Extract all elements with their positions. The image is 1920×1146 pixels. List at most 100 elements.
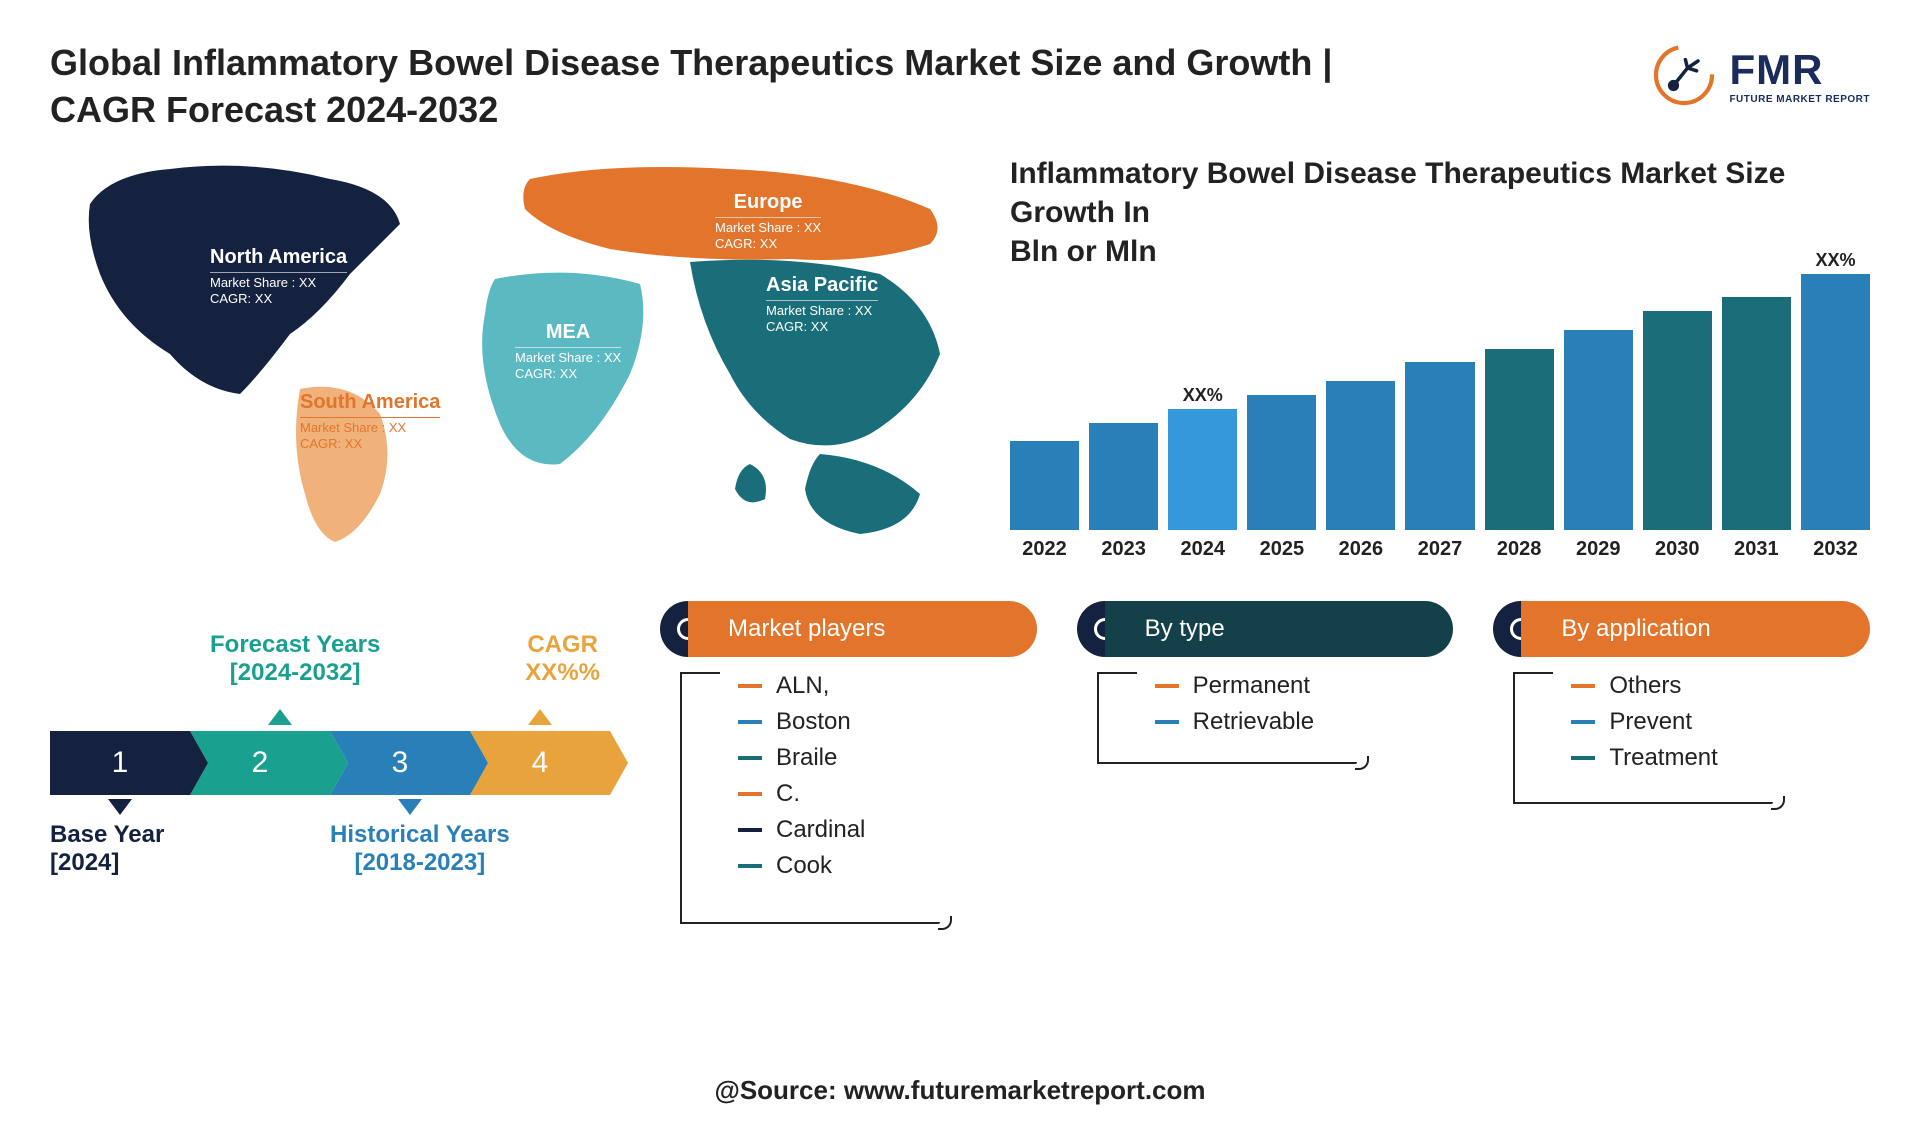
- list-item: Others: [1571, 672, 1870, 700]
- list-item: C.: [738, 780, 1037, 808]
- tick-icon: [1571, 720, 1595, 724]
- segment-number: 3: [392, 746, 409, 780]
- source-footer: @Source: www.futuremarketreport.com: [714, 1075, 1205, 1106]
- bar-label: 2028: [1497, 538, 1542, 561]
- list-item-label: Retrievable: [1193, 708, 1314, 736]
- list-item: Cardinal: [738, 816, 1037, 844]
- world-map: North America Market Share : XX CAGR: XX…: [50, 154, 970, 544]
- list-item: ALN,: [738, 672, 1037, 700]
- tick-icon: [1571, 756, 1595, 760]
- list-item-label: Treatment: [1609, 744, 1717, 772]
- list-item-label: Permanent: [1193, 672, 1310, 700]
- list-item-label: Others: [1609, 672, 1681, 700]
- pill-header: By type: [1077, 601, 1454, 657]
- label-asia-pacific: Asia Pacific Market Share : XX CAGR: XX: [766, 272, 878, 337]
- timeline-bar: 1 2 3 4: [50, 731, 610, 795]
- bar-2029: 2029: [1564, 330, 1633, 561]
- bar-label: 2023: [1101, 538, 1146, 561]
- timeline-segment-3: 3: [330, 731, 470, 795]
- logo-main: FMR: [1729, 46, 1870, 94]
- bar: [1722, 297, 1791, 529]
- top-row: North America Market Share : XX CAGR: XX…: [50, 154, 1870, 561]
- column-1: By type Permanent Retrievable: [1077, 601, 1454, 888]
- bar-2027: 2027: [1405, 362, 1474, 560]
- list-item: Braile: [738, 744, 1037, 772]
- bar: [1801, 274, 1870, 529]
- pill-list-wrap: ALN, Boston Braile C. Cardinal Cook: [660, 672, 1037, 888]
- bar-chart-section: Inflammatory Bowel Disease Therapeutics …: [1010, 154, 1870, 561]
- pill-title: Market players: [688, 601, 1037, 657]
- pill-header: By application: [1493, 601, 1870, 657]
- bar-label: 2030: [1655, 538, 1700, 561]
- bar-2026: 2026: [1326, 381, 1395, 561]
- timeline-segment-4: 4: [470, 731, 610, 795]
- logo-icon: [1649, 40, 1719, 110]
- column-0: Market players ALN, Boston Braile C. Cardinal…: [660, 601, 1037, 888]
- bar: [1168, 409, 1237, 530]
- bar-label: 2032: [1813, 538, 1858, 561]
- bar-2023: 2023: [1089, 423, 1158, 561]
- label-mea: MEA Market Share : XX CAGR: XX: [515, 319, 621, 384]
- segment-number: 4: [532, 746, 549, 780]
- timeline-segment-2: 2: [190, 731, 330, 795]
- header: Global Inflammatory Bowel Disease Therap…: [50, 40, 1870, 134]
- segment-number: 2: [252, 746, 269, 780]
- bar: [1564, 330, 1633, 530]
- list-item: Retrievable: [1155, 708, 1454, 736]
- pill-list: ALN, Boston Braile C. Cardinal Cook: [688, 672, 1037, 880]
- pill-list: Others Prevent Treatment: [1521, 672, 1870, 772]
- logo-sub: FUTURE MARKET REPORT: [1729, 94, 1870, 105]
- bar: [1326, 381, 1395, 530]
- bar-2022: 2022: [1010, 441, 1079, 560]
- bar: [1247, 395, 1316, 530]
- bar-label: 2027: [1418, 538, 1463, 561]
- bar-2028: 2028: [1485, 349, 1554, 561]
- bar-2032: 2032XX%: [1801, 274, 1870, 560]
- bar-2031: 2031: [1722, 297, 1791, 560]
- label-south-america: South America Market Share : XX CAGR: XX: [300, 389, 440, 454]
- chart-title: Inflammatory Bowel Disease Therapeutics …: [1010, 154, 1870, 271]
- bar-annotation: XX%: [1183, 385, 1223, 406]
- list-item-label: Cook: [776, 852, 832, 880]
- label-north-america: North America Market Share : XX CAGR: XX: [210, 244, 347, 309]
- segment-number: 1: [112, 746, 129, 780]
- pill-list: Permanent Retrievable: [1105, 672, 1454, 736]
- tick-icon: [738, 864, 762, 868]
- bar: [1405, 362, 1474, 529]
- tick-icon: [738, 684, 762, 688]
- tick-icon: [738, 828, 762, 832]
- columns-row: Market players ALN, Boston Braile C. Cardinal…: [660, 601, 1870, 888]
- tick-icon: [1571, 684, 1595, 688]
- list-item: Boston: [738, 708, 1037, 736]
- list-item-label: Boston: [776, 708, 851, 736]
- logo-text: FMR FUTURE MARKET REPORT: [1729, 46, 1870, 105]
- pill-list-wrap: Permanent Retrievable: [1077, 672, 1454, 744]
- label-europe: Europe Market Share : XX CAGR: XX: [715, 189, 821, 254]
- bar-label: 2026: [1339, 538, 1384, 561]
- list-item-label: Cardinal: [776, 816, 865, 844]
- bar-label: 2031: [1734, 538, 1779, 561]
- timeline-segment-1: 1: [50, 731, 190, 795]
- bar: [1010, 441, 1079, 529]
- list-item: Permanent: [1155, 672, 1454, 700]
- logo: FMR FUTURE MARKET REPORT: [1649, 40, 1870, 110]
- bar-annotation: XX%: [1815, 250, 1855, 271]
- bar: [1643, 311, 1712, 529]
- bar-label: 2025: [1260, 538, 1305, 561]
- bar-2030: 2030: [1643, 311, 1712, 560]
- chevron-up-icon: [528, 709, 552, 725]
- list-item: Prevent: [1571, 708, 1870, 736]
- tick-icon: [738, 756, 762, 760]
- pill-title: By type: [1105, 601, 1454, 657]
- label-forecast-years: Forecast Years [2024-2032]: [210, 631, 380, 689]
- pill-title: By application: [1521, 601, 1870, 657]
- list-item-label: ALN,: [776, 672, 829, 700]
- list-item-label: Prevent: [1609, 708, 1692, 736]
- list-item: Cook: [738, 852, 1037, 880]
- list-item: Treatment: [1571, 744, 1870, 772]
- map-svg: [50, 154, 970, 544]
- tick-icon: [1155, 720, 1179, 724]
- bar-label: 2029: [1576, 538, 1621, 561]
- chevron-down-icon: [398, 799, 422, 815]
- pill-header: Market players: [660, 601, 1037, 657]
